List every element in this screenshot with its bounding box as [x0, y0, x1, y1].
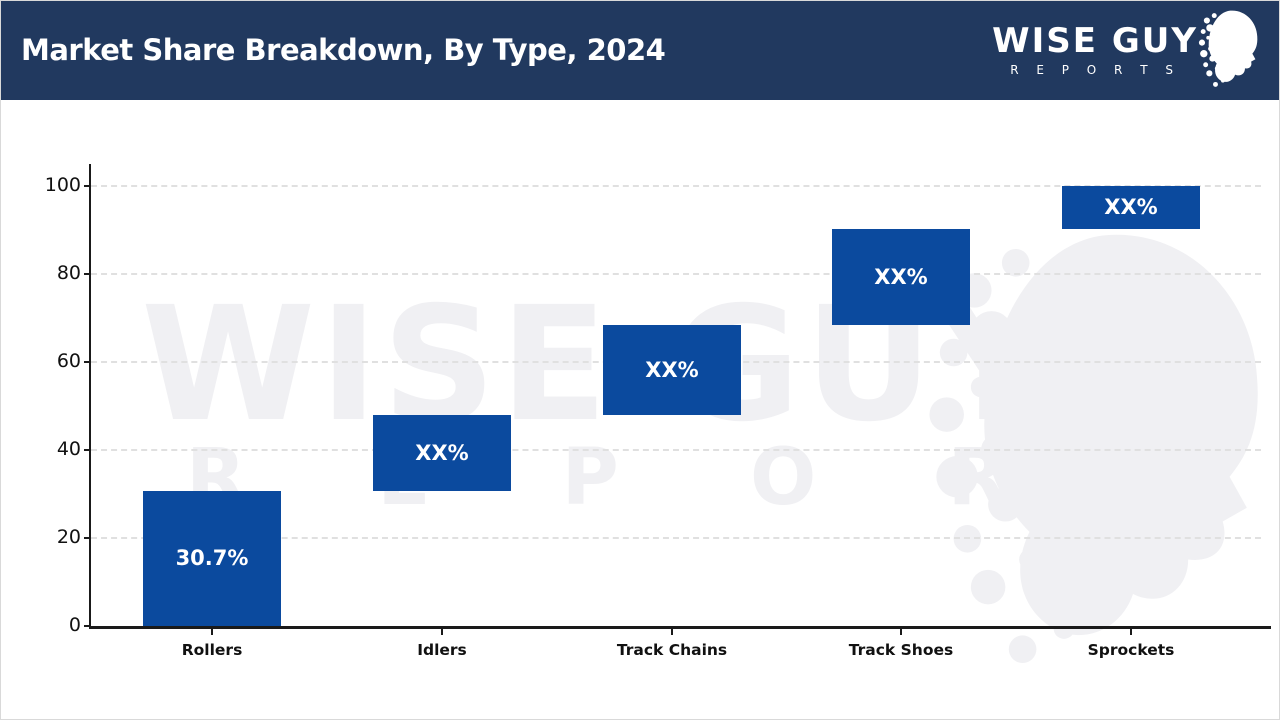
y-tick-label: 80	[56, 262, 81, 284]
y-axis	[89, 164, 91, 629]
y-tickmark	[84, 273, 91, 275]
bar-sprockets: XX%	[1062, 186, 1200, 229]
x-tick-label: Track Shoes	[848, 641, 954, 659]
y-tickmark	[84, 537, 91, 539]
bar-value-label: XX%	[1104, 195, 1158, 220]
x-tick-label: Idlers	[417, 641, 467, 659]
x-tick-label: Sprockets	[1087, 641, 1175, 659]
x-tickmark	[900, 628, 902, 635]
y-tickmark	[84, 361, 91, 363]
y-tickmark	[84, 449, 91, 451]
y-tickmark	[84, 625, 91, 627]
y-tick-label: 0	[68, 614, 81, 636]
y-tick-label: 100	[44, 174, 81, 196]
x-tickmark	[1130, 628, 1132, 635]
y-tick-label: 40	[56, 438, 81, 460]
brand-wordmark-secondary: R E P O R T S	[1010, 63, 1180, 77]
y-tick-label: 20	[56, 526, 81, 548]
x-tickmark	[211, 628, 213, 635]
header-bar: Market Share Breakdown, By Type, 2024 WI…	[1, 1, 1280, 100]
bar-value-label: 30.7%	[175, 546, 249, 571]
bar-value-label: XX%	[874, 264, 928, 289]
bar-track-shoes: XX%	[832, 228, 970, 325]
x-tickmark	[671, 628, 673, 635]
gridline	[91, 273, 1261, 275]
bar-idlers: XX%	[373, 414, 511, 491]
gridline	[91, 185, 1261, 187]
y-tickmark	[84, 185, 91, 187]
x-tick-label: Track Chains	[616, 641, 728, 659]
bar-value-label: XX%	[415, 440, 469, 465]
bar-track-chains: XX%	[603, 324, 741, 415]
page-title: Market Share Breakdown, By Type, 2024	[21, 33, 666, 67]
x-tick-label: Rollers	[181, 641, 243, 659]
gridline	[91, 449, 1261, 451]
brand-wordmark-primary: WISE GUY	[992, 21, 1198, 61]
bar-value-label: XX%	[645, 357, 699, 382]
gridline	[91, 537, 1261, 539]
brand-logo: WISE GUY R E P O R T S	[992, 7, 1280, 93]
x-tickmark	[441, 628, 443, 635]
x-axis	[89, 626, 1271, 629]
y-tick-label: 60	[56, 350, 81, 372]
brand-wordmark: WISE GUY R E P O R T S	[992, 24, 1198, 76]
bar-rollers: 30.7%	[143, 490, 281, 626]
